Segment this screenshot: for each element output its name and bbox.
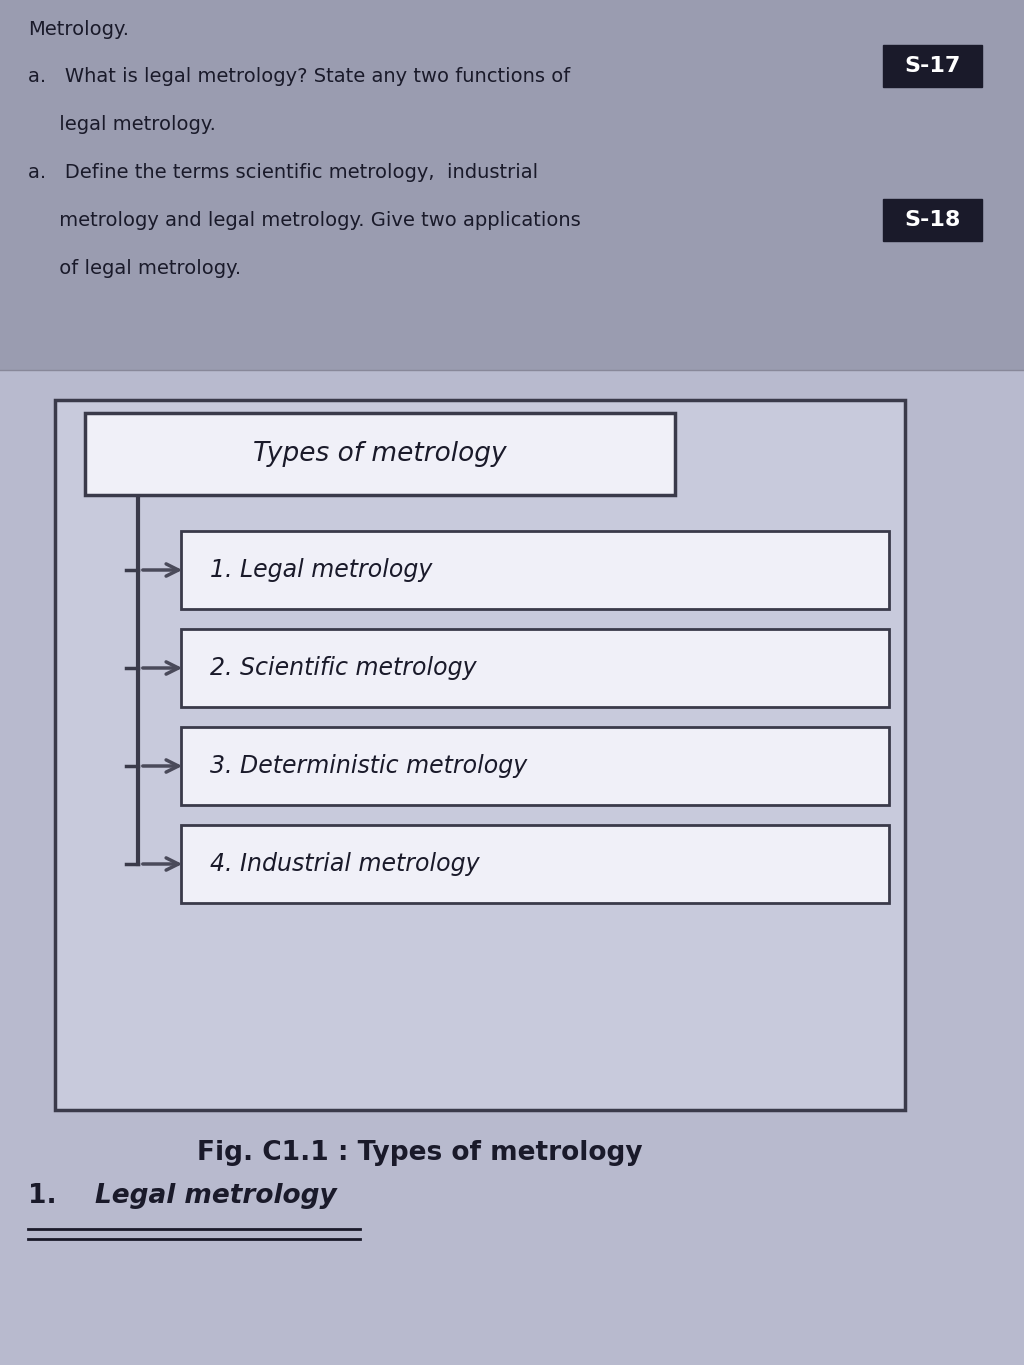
Text: 4. Industrial metrology: 4. Industrial metrology: [210, 852, 479, 876]
FancyBboxPatch shape: [883, 45, 982, 87]
FancyBboxPatch shape: [0, 0, 1024, 370]
FancyBboxPatch shape: [181, 629, 889, 707]
Text: a.   What is legal metrology? State any two functions of: a. What is legal metrology? State any tw…: [28, 67, 570, 86]
Text: a.   Define the terms scientific metrology,  industrial: a. Define the terms scientific metrology…: [28, 162, 539, 182]
Text: metrology and legal metrology. Give two applications: metrology and legal metrology. Give two …: [28, 212, 581, 229]
Text: 1.: 1.: [28, 1183, 56, 1209]
Text: Metrology.: Metrology.: [28, 20, 129, 40]
Text: 2. Scientific metrology: 2. Scientific metrology: [210, 657, 476, 680]
Text: Fig. C1.1 : Types of metrology: Fig. C1.1 : Types of metrology: [198, 1140, 643, 1166]
Text: of legal metrology.: of legal metrology.: [28, 259, 241, 278]
Text: Legal metrology: Legal metrology: [95, 1183, 337, 1209]
Text: S-18: S-18: [904, 210, 961, 229]
Text: Types of metrology: Types of metrology: [253, 441, 507, 467]
Text: 1. Legal metrology: 1. Legal metrology: [210, 558, 432, 581]
Text: S-17: S-17: [904, 56, 961, 76]
Text: legal metrology.: legal metrology.: [28, 115, 216, 134]
FancyBboxPatch shape: [181, 728, 889, 805]
FancyBboxPatch shape: [85, 414, 675, 495]
FancyBboxPatch shape: [181, 531, 889, 609]
FancyBboxPatch shape: [181, 824, 889, 904]
FancyBboxPatch shape: [55, 400, 905, 1110]
FancyBboxPatch shape: [883, 199, 982, 242]
Text: 3. Deterministic metrology: 3. Deterministic metrology: [210, 753, 527, 778]
